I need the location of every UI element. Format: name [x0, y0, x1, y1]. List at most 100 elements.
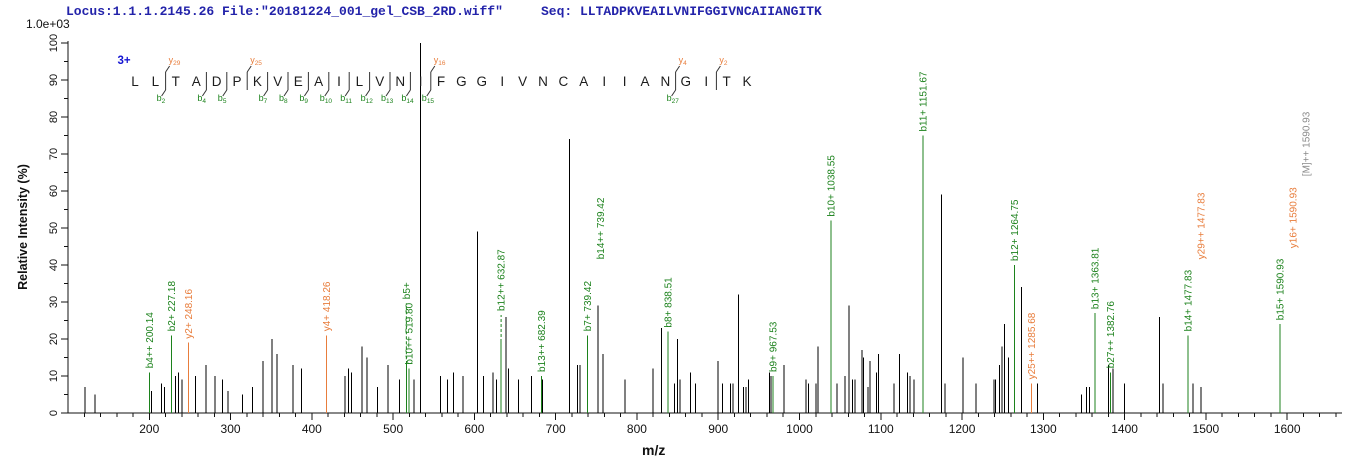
peak-label: b13++ 682.39: [537, 310, 548, 372]
sequence-residue: I: [602, 74, 606, 89]
b-cut-tick: [283, 89, 289, 97]
y-cut-tick: [715, 65, 721, 73]
sequence-residue: K: [253, 74, 262, 89]
sequence-residue: L: [356, 74, 364, 89]
x-tick-label: 1500: [1193, 422, 1220, 436]
b-ion-marker-label: b15: [422, 93, 435, 105]
b-ion-marker-label: b8: [279, 93, 288, 105]
sequence-residue: I: [419, 74, 423, 89]
sequence-residue: L: [131, 74, 139, 89]
peak-label: [M]++ 1590.93: [1301, 111, 1312, 176]
sequence-residue: T: [722, 74, 730, 89]
peak-label: b12+ 1264.75: [1010, 199, 1021, 261]
y-tick-label: 70: [48, 148, 60, 160]
sequence-residue: P: [232, 74, 241, 89]
y-ion-marker-label: y16: [434, 55, 446, 67]
peak-label: y2+ 248.16: [184, 288, 195, 338]
sequence-residue: G: [477, 74, 488, 89]
sequence-residue: V: [375, 74, 384, 89]
b-cut-tick: [263, 89, 269, 97]
peak-label: b10+ 1038.55: [826, 155, 837, 217]
b-cut-tick: [426, 89, 432, 97]
y-ion-marker-label: y2: [719, 55, 728, 67]
b-ion-marker-label: b7: [259, 93, 268, 105]
peak-label: y4+ 418.26: [322, 281, 333, 331]
b-ion-marker-label: b2: [157, 93, 166, 105]
sequence-residue: I: [623, 74, 627, 89]
peak-label: y16+ 1590.93: [1288, 187, 1299, 248]
y-cut-tick: [675, 65, 681, 73]
y-tick-label: 50: [48, 222, 60, 234]
precursor-charge-label: 3+: [117, 55, 130, 67]
peak-label: b7+ 739.42: [583, 281, 594, 332]
b-cut-tick: [671, 89, 677, 97]
sequence-residue: K: [742, 74, 751, 89]
y-tick-label: 30: [48, 296, 60, 308]
peak-label: b9+ 967.53: [769, 321, 780, 372]
sequence-residue: G: [456, 74, 467, 89]
sequence-header: Seq: LLTADPKVEAILVNIFGGIVNCAIIANGITK: [541, 4, 822, 19]
y-tick-label: 80: [48, 111, 60, 123]
sequence-residue: A: [192, 74, 201, 89]
y-tick-label: 40: [48, 259, 60, 271]
sequence-residue: I: [337, 74, 341, 89]
b-cut-tick: [161, 89, 167, 97]
sequence-residue: L: [152, 74, 160, 89]
b-ion-marker-label: b27: [667, 93, 680, 105]
axes: 200 300 400 500 600 700 800 900 1000 1100 1200 1300…: [48, 34, 1342, 436]
y-cut-tick: [165, 65, 171, 73]
sequence-residue: D: [212, 74, 222, 89]
b-ion-marker-label: b11: [340, 93, 352, 105]
x-axis-title: m/z: [642, 442, 666, 458]
b-ion-marker-label: b4: [197, 93, 206, 105]
peak-label: b11+ 1151.67: [918, 71, 929, 131]
peak-label: b10++ 519.80: [405, 302, 416, 364]
sequence-residue: V: [273, 74, 282, 89]
x-tick-label: 1400: [1111, 422, 1138, 436]
x-tick-label: 1200: [949, 422, 976, 436]
y-tick-label: 90: [48, 74, 60, 86]
sequence-residue: A: [314, 74, 323, 89]
b-cut-tick: [405, 89, 411, 97]
sequence-residue: A: [579, 74, 588, 89]
x-tick-label: 400: [302, 422, 322, 436]
x-tick-label: 700: [546, 422, 566, 436]
peak-label: b27++ 1382.76: [1106, 301, 1117, 369]
b-ion-marker-label: b9: [299, 93, 308, 105]
sequence-residue: T: [172, 74, 180, 89]
x-tick-label: 600: [464, 422, 484, 436]
x-tick-label: 1600: [1274, 422, 1301, 436]
b-cut-tick: [324, 89, 330, 97]
annotated-peaks: b4++ 200.14 b2+ 227.18 y2+ 248.16 y4+ 418.2…: [145, 71, 1312, 413]
peak-label: b2+ 227.18: [167, 281, 178, 332]
sequence-residue: F: [437, 74, 445, 89]
b-cut-tick: [222, 89, 228, 97]
peak-label: b4++ 200.14: [145, 312, 156, 369]
sequence-residue: I: [704, 74, 708, 89]
locus-file-header: Locus:1.1.1.2145.26 File:"20181224_001_g…: [66, 4, 503, 19]
b-cut-tick: [303, 89, 309, 97]
sequence-residue: V: [518, 74, 527, 89]
y-tick-label: 10: [48, 370, 60, 382]
y-cut-tick: [246, 65, 252, 73]
b-ion-marker-label: b10: [320, 93, 333, 105]
peak-label: b5+: [402, 282, 413, 299]
b-ion-marker-label: b12: [361, 93, 374, 105]
peak-label: b15+ 1590.93: [1275, 258, 1286, 320]
y-ion-marker-label: y4: [679, 55, 688, 67]
x-tick-label: 1300: [1030, 422, 1057, 436]
peak-label: b14++ 739.42: [596, 197, 607, 259]
peak-label: y25++ 1285.68: [1027, 312, 1038, 379]
sequence-residue: N: [395, 74, 405, 89]
peaks: [84, 43, 1202, 413]
x-tick-label: 1000: [786, 422, 813, 436]
b-ion-marker-label: b14: [401, 93, 414, 105]
y-cut-tick: [430, 65, 436, 73]
sequence-residue: I: [500, 74, 504, 89]
sequence-residue: G: [681, 74, 692, 89]
intensity-scale-label: 1.0e+03: [26, 17, 70, 31]
b-ion-marker-label: b13: [381, 93, 394, 105]
